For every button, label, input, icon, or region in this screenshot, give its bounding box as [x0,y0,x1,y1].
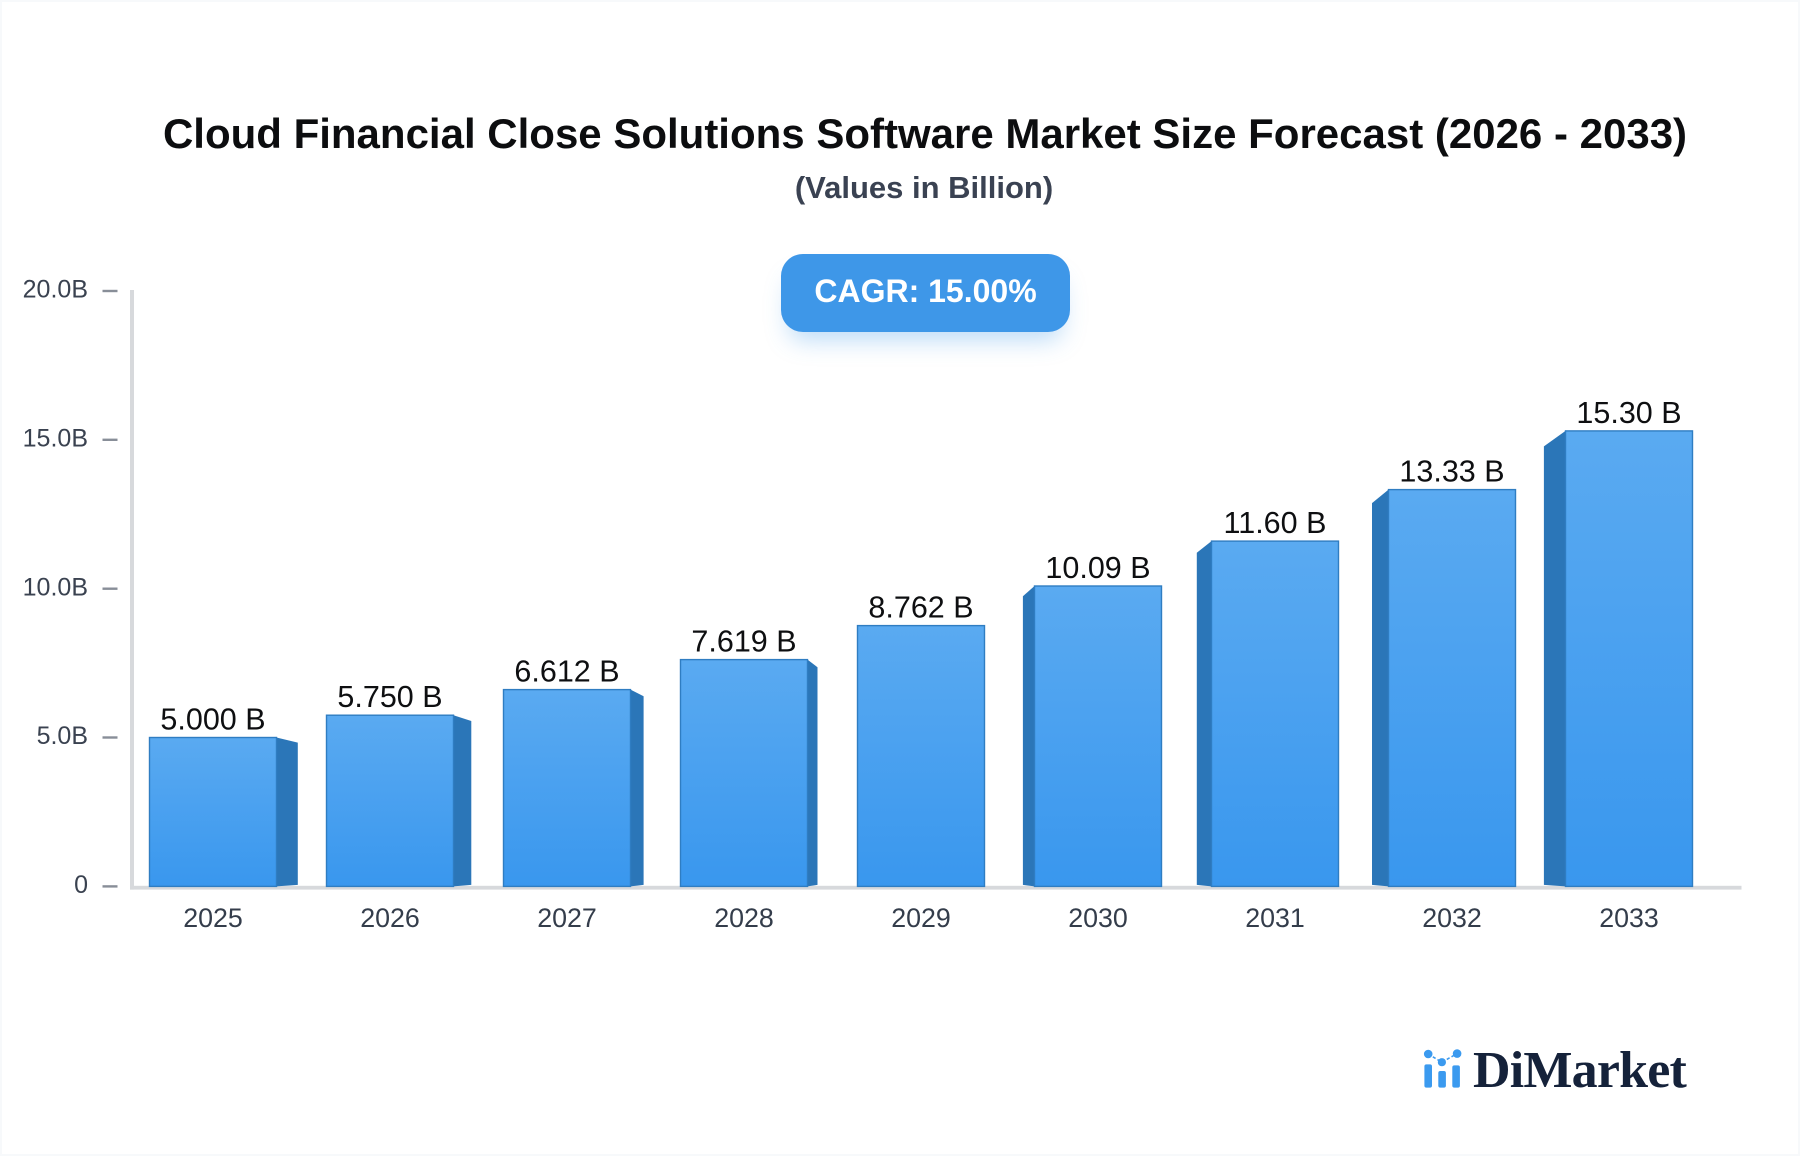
svg-text:2031: 2031 [1245,903,1305,933]
svg-text:2027: 2027 [537,903,597,933]
svg-text:2028: 2028 [714,903,774,933]
svg-text:0: 0 [74,871,88,899]
svg-text:2032: 2032 [1422,903,1482,933]
svg-text:(Values in Billion): (Values in Billion) [795,170,1053,205]
svg-text:20.0B: 20.0B [23,276,88,304]
svg-text:5.000 B: 5.000 B [160,703,265,737]
svg-text:2030: 2030 [1068,903,1128,933]
svg-text:7.619 B: 7.619 B [691,625,796,659]
svg-text:11.60 B: 11.60 B [1224,506,1327,540]
svg-text:Cloud Financial Close Solution: Cloud Financial Close Solutions Software… [163,110,1687,157]
svg-text:2029: 2029 [891,903,951,933]
svg-text:2025: 2025 [183,903,243,933]
svg-text:15.0B: 15.0B [23,424,88,452]
svg-text:2033: 2033 [1599,903,1659,933]
svg-text:5.0B: 5.0B [37,722,88,750]
svg-text:13.33 B: 13.33 B [1399,455,1504,489]
svg-text:2026: 2026 [360,903,420,933]
svg-text:DiMarket: DiMarket [1473,1042,1688,1099]
svg-text:5.750 B: 5.750 B [337,680,442,714]
svg-text:10.0B: 10.0B [23,573,88,601]
svg-text:15.30 B: 15.30 B [1576,396,1681,430]
svg-text:10.09 B: 10.09 B [1045,551,1150,585]
svg-text:8.762 B: 8.762 B [868,591,973,625]
svg-text:6.612 B: 6.612 B [514,655,619,689]
